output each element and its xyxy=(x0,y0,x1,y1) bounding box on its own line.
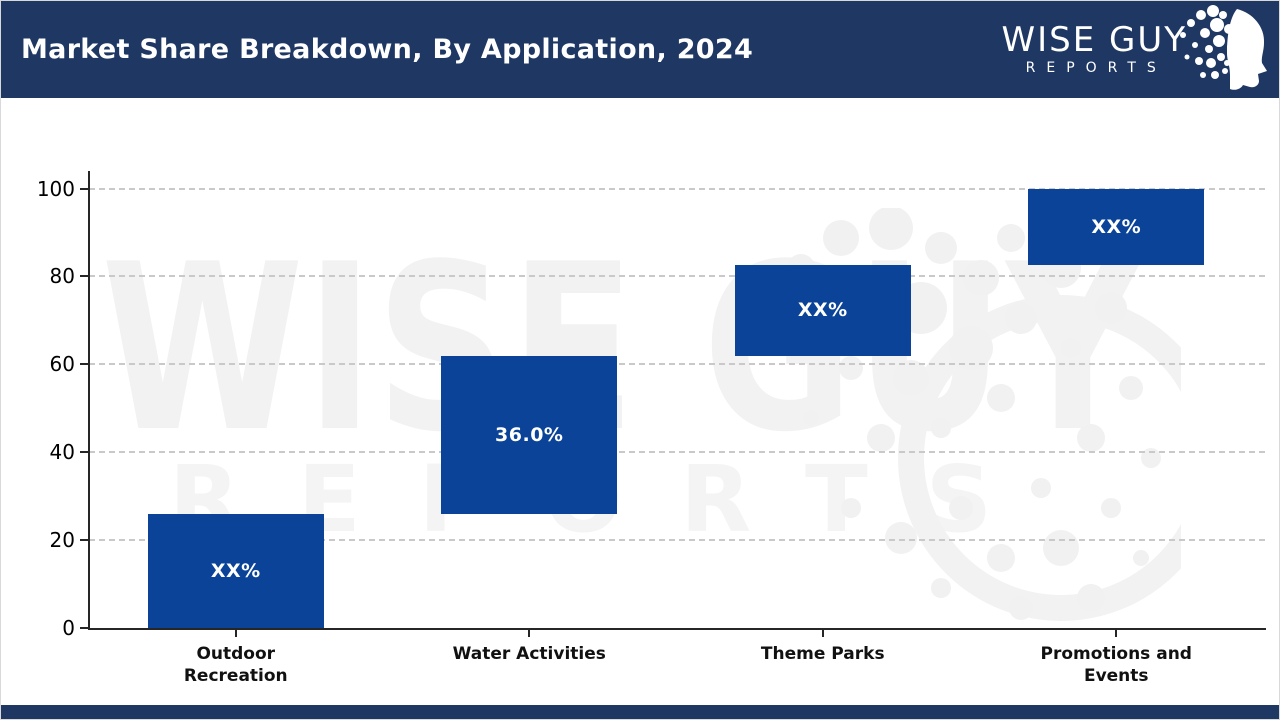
bar-value-label: 36.0% xyxy=(495,423,564,446)
y-tick-label: 60 xyxy=(49,352,75,377)
y-axis-tick xyxy=(80,187,88,190)
bar-segment: XX% xyxy=(734,265,911,356)
category-label: Water Activities xyxy=(452,644,606,664)
gridline-80 xyxy=(89,275,1265,278)
footer-bar xyxy=(1,705,1279,719)
gridline-60 xyxy=(89,363,1265,366)
brand-logo: WISE GUY REPORTS xyxy=(1001,4,1269,95)
logo-head-icon xyxy=(1180,4,1267,90)
header: Market Share Breakdown, By Application, … xyxy=(1,1,1279,98)
bar-value-label: XX% xyxy=(1091,215,1142,238)
y-axis-tick xyxy=(80,451,88,454)
y-tick-label: 40 xyxy=(49,440,75,465)
gridline-20 xyxy=(89,539,1265,542)
bar-segment: XX% xyxy=(1028,188,1205,266)
y-axis-tick xyxy=(80,539,88,542)
y-axis-tick xyxy=(80,275,88,278)
y-axis-tick xyxy=(80,363,88,366)
category-label: Promotions and Events xyxy=(1040,644,1192,687)
bar-segment: 36.0% xyxy=(441,355,618,514)
y-tick-label: 20 xyxy=(49,528,75,553)
chart-title: Market Share Breakdown, By Application, … xyxy=(21,34,754,65)
x-axis-tick xyxy=(234,630,237,637)
bar-segment: XX% xyxy=(147,513,324,628)
y-tick-label: 100 xyxy=(36,176,75,201)
watermark-head-icon xyxy=(787,208,1181,621)
y-tick-label: 80 xyxy=(49,264,75,289)
category-label: Outdoor Recreation xyxy=(183,644,288,687)
y-tick-label: 0 xyxy=(62,616,75,640)
x-axis-tick xyxy=(528,630,531,637)
bar-value-label: XX% xyxy=(210,559,261,582)
logo-subtitle: REPORTS xyxy=(1025,59,1167,76)
category-label: Theme Parks xyxy=(760,644,885,664)
gridline-100 xyxy=(89,187,1265,190)
y-axis-tick xyxy=(80,627,88,629)
logo-text: WISE GUY REPORTS xyxy=(1001,20,1187,76)
bar-value-label: XX% xyxy=(797,299,848,322)
x-axis-tick xyxy=(821,630,824,637)
logo-wordmark: WISE GUY xyxy=(1001,20,1187,61)
x-axis-tick xyxy=(1115,630,1118,637)
chart-area: WISE GUY REPORTS 020406080100XX%Outdoor … xyxy=(1,98,1279,705)
gridline-40 xyxy=(89,451,1265,454)
